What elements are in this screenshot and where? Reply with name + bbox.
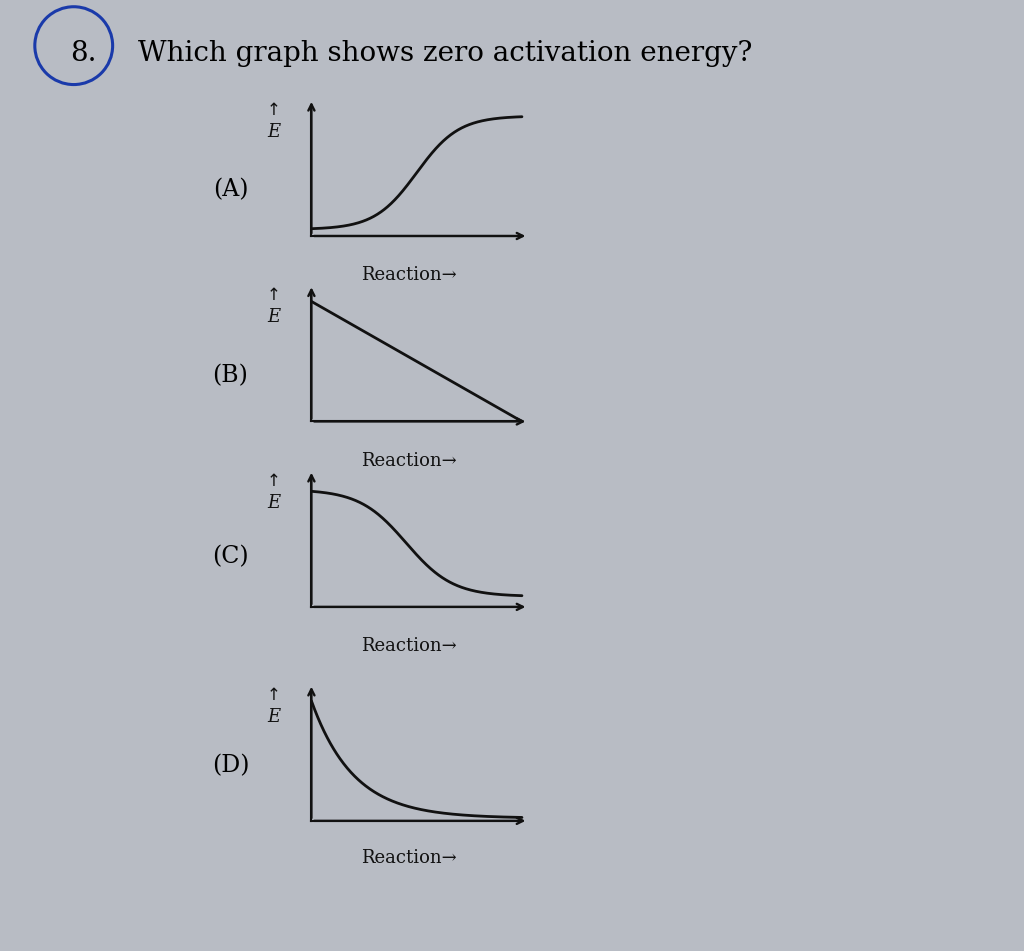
Text: Reaction→: Reaction→ bbox=[360, 452, 457, 470]
Text: E: E bbox=[267, 308, 280, 326]
Text: Reaction→: Reaction→ bbox=[360, 849, 457, 867]
Text: ↑: ↑ bbox=[266, 286, 281, 304]
Text: ↑: ↑ bbox=[266, 686, 281, 704]
Text: E: E bbox=[267, 494, 280, 512]
Text: Reaction→: Reaction→ bbox=[360, 266, 457, 284]
Text: E: E bbox=[267, 123, 280, 141]
Text: ↑: ↑ bbox=[266, 101, 281, 119]
Text: (B): (B) bbox=[212, 364, 249, 387]
Text: Reaction→: Reaction→ bbox=[360, 637, 457, 655]
Text: (A): (A) bbox=[213, 179, 248, 202]
Text: 8.: 8. bbox=[70, 40, 96, 67]
Text: E: E bbox=[267, 708, 280, 726]
Text: Which graph shows zero activation energy?: Which graph shows zero activation energy… bbox=[138, 40, 753, 67]
Text: (D): (D) bbox=[212, 754, 249, 777]
Text: ↑: ↑ bbox=[266, 472, 281, 490]
Text: (C): (C) bbox=[212, 545, 249, 568]
